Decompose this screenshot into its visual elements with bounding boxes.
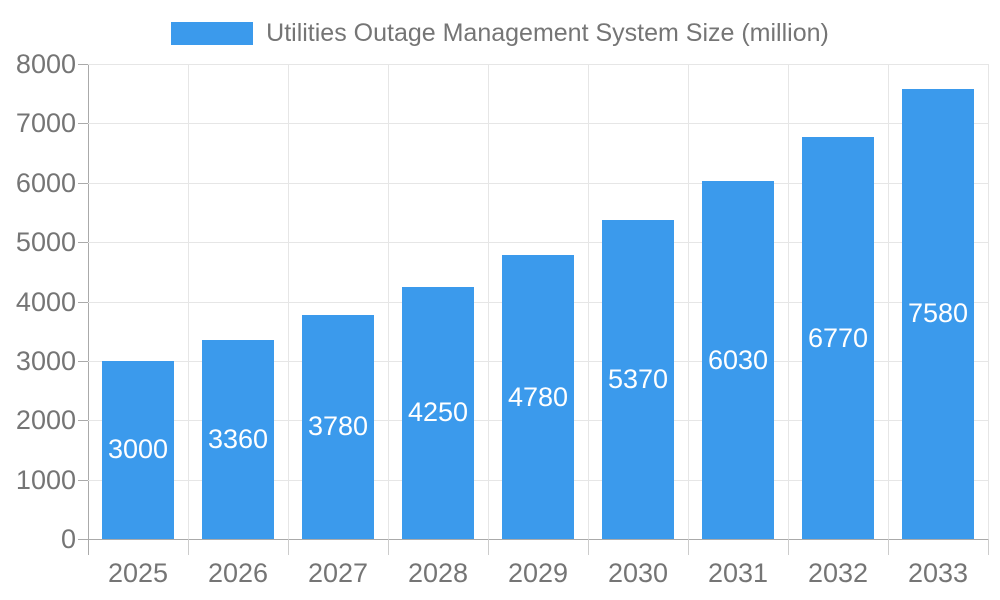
x-axis-tick xyxy=(288,539,289,555)
x-axis-label: 2032 xyxy=(807,558,869,588)
y-axis-tick xyxy=(78,360,88,362)
y-axis-label: 2000 xyxy=(15,405,76,436)
y-axis-label: 8000 xyxy=(15,49,76,79)
y-axis-label: 1000 xyxy=(15,464,76,495)
y-axis-label: 4000 xyxy=(15,286,76,317)
gridline-v xyxy=(588,64,589,539)
bar-value-label: 3360 xyxy=(207,423,269,454)
x-axis-tick xyxy=(988,539,989,555)
bar-value-label: 3000 xyxy=(107,434,169,465)
gridline-v xyxy=(888,64,889,539)
y-axis-tick xyxy=(78,479,88,481)
bar: 4250 xyxy=(402,286,474,539)
x-axis-label: 2028 xyxy=(407,558,469,588)
gridline-v xyxy=(488,64,489,539)
y-axis-tick xyxy=(78,123,88,125)
bar-value-label: 4250 xyxy=(407,397,469,428)
x-axis-label: 2029 xyxy=(507,558,569,588)
legend-swatch xyxy=(171,21,254,45)
x-axis-label: 2030 xyxy=(607,558,669,588)
bar: 6030 xyxy=(702,181,774,539)
bar: 5370 xyxy=(602,220,674,539)
plot-area: 3000 3360 3780 4250 4780 5370 6030 6770 7580 xyxy=(88,64,989,539)
gridline-v xyxy=(188,64,189,539)
chart-legend[interactable]: Utilities Outage Management System Size … xyxy=(0,15,1000,51)
y-axis-label: 7000 xyxy=(15,108,76,139)
bar: 7580 xyxy=(902,88,974,539)
x-axis-line xyxy=(88,539,988,540)
gridline-v xyxy=(688,64,689,539)
bar-value-label: 6770 xyxy=(807,322,869,353)
legend-label: Utilities Outage Management System Size … xyxy=(266,18,829,47)
gridline-h xyxy=(88,123,988,125)
gridline-v xyxy=(788,64,789,539)
bar: 6770 xyxy=(802,137,874,539)
x-axis-tick xyxy=(788,539,789,555)
y-axis-tick xyxy=(78,420,88,422)
gridline-h xyxy=(88,64,988,65)
x-axis-tick xyxy=(188,539,189,555)
x-axis-tick xyxy=(488,539,489,555)
bar: 3360 xyxy=(202,339,274,539)
bar-value-label: 5370 xyxy=(607,364,669,395)
bar: 3000 xyxy=(102,360,174,539)
y-axis-tick xyxy=(78,182,88,184)
x-axis-label: 2027 xyxy=(307,558,369,588)
bar: 3780 xyxy=(302,314,374,539)
gridline-v xyxy=(288,64,289,539)
bar-value-label: 7580 xyxy=(907,298,969,329)
y-axis-tick xyxy=(78,64,88,65)
x-axis-tick xyxy=(388,539,389,555)
y-axis-tick xyxy=(78,301,88,303)
gridline-v xyxy=(388,64,389,539)
x-axis-tick xyxy=(888,539,889,555)
bar: 4780 xyxy=(502,255,574,539)
y-axis-label: 3000 xyxy=(15,345,76,376)
x-axis-label: 2026 xyxy=(207,558,269,588)
y-axis-tick xyxy=(78,242,88,244)
x-axis-label: 2031 xyxy=(707,558,769,588)
bar-value-label: 4780 xyxy=(507,381,569,412)
y-axis-tick xyxy=(78,539,88,540)
x-axis-tick xyxy=(588,539,589,555)
x-axis-label: 2033 xyxy=(907,558,969,588)
x-axis-tick xyxy=(688,539,689,555)
gridline-h xyxy=(88,242,988,244)
y-axis-label: 0 xyxy=(60,524,76,554)
gridline-h xyxy=(88,182,988,184)
bar-value-label: 6030 xyxy=(707,344,769,375)
gridline-v xyxy=(988,64,989,539)
y-axis-line xyxy=(88,64,89,555)
bar-value-label: 3780 xyxy=(307,411,369,442)
y-axis-label: 5000 xyxy=(15,227,76,258)
x-axis-label: 2025 xyxy=(107,558,169,588)
y-axis-label: 6000 xyxy=(15,167,76,198)
